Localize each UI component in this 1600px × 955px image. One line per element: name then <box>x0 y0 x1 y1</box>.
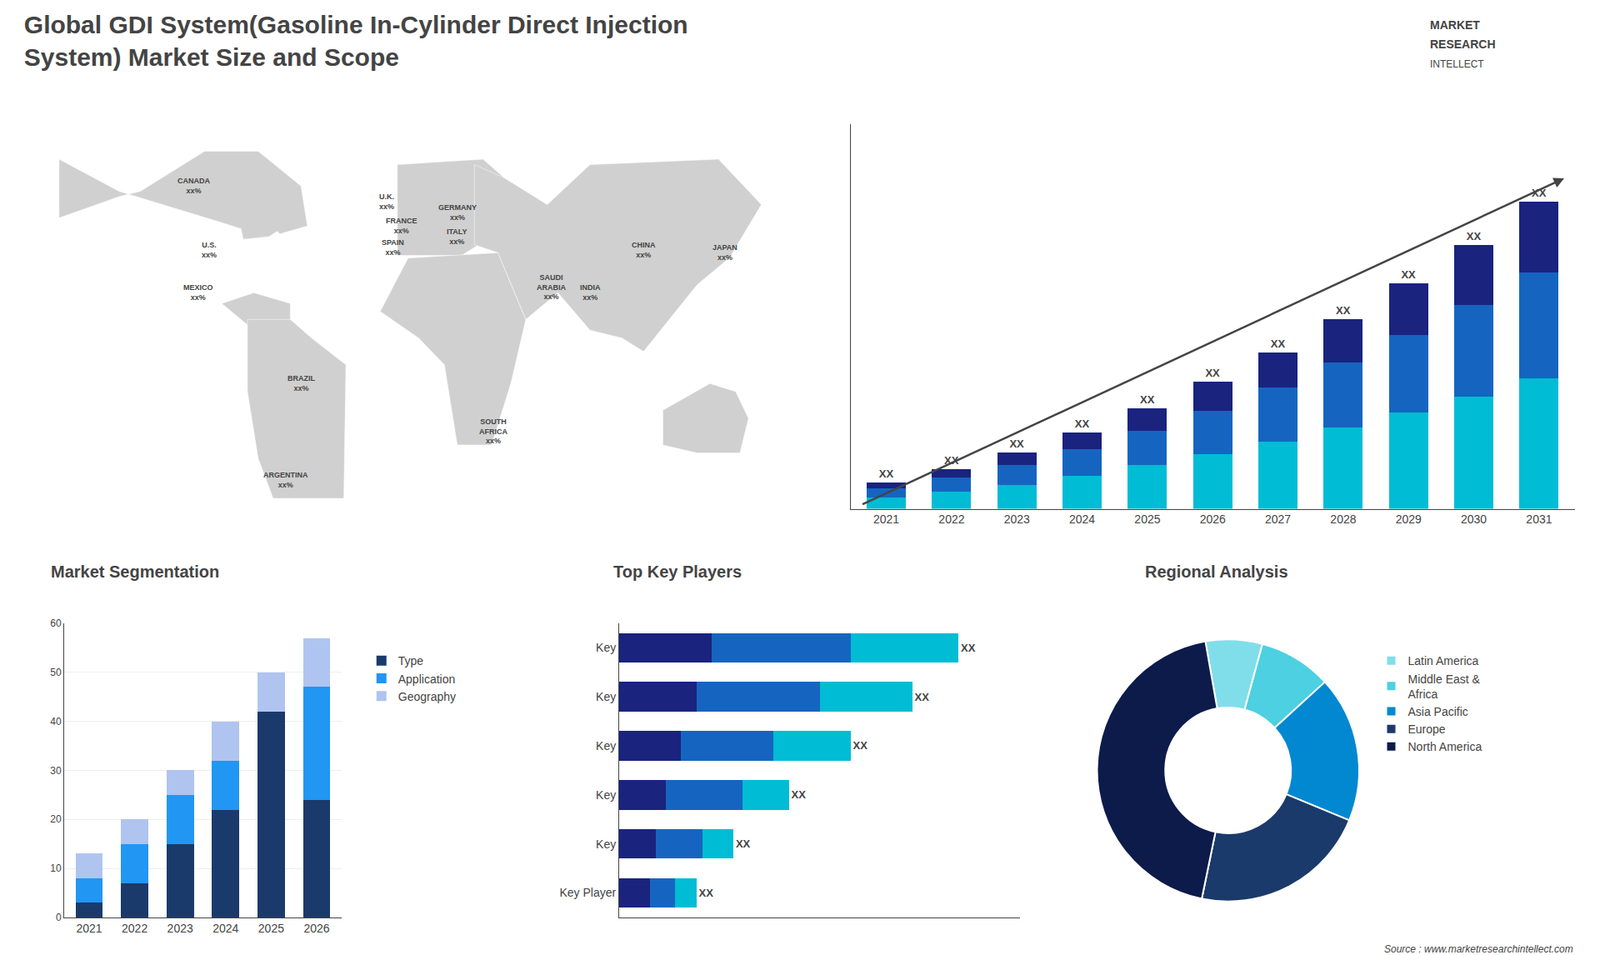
svg-text:Key: Key <box>595 788 616 802</box>
svg-text:2025: 2025 <box>258 921 285 935</box>
svg-text:Type: Type <box>398 654 425 668</box>
svg-text:Middle East &Africa: Middle East &Africa <box>1408 672 1481 701</box>
svg-text:SPAINxx%: SPAINxx% <box>381 238 405 257</box>
svg-text:XX: XX <box>699 886 715 900</box>
svg-text:INDIAxx%: INDIAxx% <box>580 283 601 302</box>
svg-text:Market Segmentation: Market Segmentation <box>50 562 220 581</box>
svg-text:XX: XX <box>1270 337 1286 350</box>
svg-text:XX: XX <box>735 837 751 850</box>
svg-text:BRAZILxx%: BRAZILxx% <box>287 374 315 393</box>
svg-text:2031: 2031 <box>1525 512 1552 526</box>
svg-text:GERMANYxx%: GERMANYxx% <box>438 203 477 222</box>
svg-text:Key: Key <box>595 739 616 753</box>
svg-text:North America: North America <box>1408 740 1483 754</box>
svg-text:10: 10 <box>50 862 62 875</box>
svg-text:2021: 2021 <box>75 921 102 935</box>
svg-text:2024: 2024 <box>1069 512 1095 526</box>
svg-text:XX: XX <box>1400 268 1416 281</box>
svg-text:XX: XX <box>1531 186 1547 200</box>
svg-text:XX: XX <box>853 739 869 752</box>
svg-text:2023: 2023 <box>167 921 194 935</box>
svg-text:2030: 2030 <box>1460 512 1487 526</box>
svg-text:FRANCExx%: FRANCExx% <box>385 216 418 235</box>
svg-text:20: 20 <box>50 813 62 825</box>
svg-text:MARKET: MARKET <box>1430 18 1480 32</box>
svg-text:JAPANxx%: JAPANxx% <box>712 243 738 262</box>
svg-text:XX: XX <box>1009 437 1025 450</box>
svg-text:ITALYxx%: ITALYxx% <box>446 227 468 246</box>
svg-text:2028: 2028 <box>1330 512 1356 526</box>
svg-text:MEXICOxx%: MEXICOxx% <box>183 283 214 302</box>
svg-text:U.S.xx%: U.S.xx% <box>201 240 217 260</box>
svg-text:INTELLECT: INTELLECT <box>1430 58 1485 70</box>
svg-text:50: 50 <box>50 666 62 679</box>
svg-text:Source : www.marketresearchint: Source : www.marketresearchintellect.com <box>1384 943 1574 955</box>
svg-text:2023: 2023 <box>1004 512 1030 526</box>
svg-text:XX: XX <box>960 641 976 655</box>
svg-text:2027: 2027 <box>1265 512 1291 526</box>
svg-text:60: 60 <box>50 617 62 630</box>
svg-text:SOUTHAFRICAxx%: SOUTHAFRICAxx% <box>479 417 508 445</box>
svg-text:XX: XX <box>915 690 930 704</box>
svg-text:Regional Analysis: Regional Analysis <box>1145 562 1289 581</box>
svg-text:40: 40 <box>50 715 62 728</box>
svg-text:CHINAxx%: CHINAxx% <box>631 240 656 260</box>
svg-text:30: 30 <box>50 765 62 777</box>
svg-text:XX: XX <box>791 788 807 801</box>
svg-text:XX: XX <box>1335 304 1351 317</box>
svg-text:2024: 2024 <box>212 921 239 935</box>
svg-text:XX: XX <box>1466 230 1482 243</box>
svg-text:CANADAxx%: CANADAxx% <box>177 176 210 195</box>
svg-text:2022: 2022 <box>121 921 148 935</box>
svg-text:Key: Key <box>595 690 616 704</box>
svg-text:2022: 2022 <box>938 512 965 526</box>
svg-text:2026: 2026 <box>1200 512 1226 526</box>
svg-text:Key: Key <box>595 837 616 851</box>
svg-text:0: 0 <box>55 911 62 924</box>
svg-text:XX: XX <box>944 454 960 467</box>
svg-text:XX: XX <box>879 467 895 480</box>
svg-text:Europe: Europe <box>1408 722 1446 736</box>
svg-text:2026: 2026 <box>303 921 330 935</box>
svg-text:XX: XX <box>1075 417 1090 430</box>
svg-text:RESEARCH: RESEARCH <box>1430 37 1496 51</box>
svg-text:Key: Key <box>595 640 616 655</box>
svg-text:Top Key Players: Top Key Players <box>613 562 742 581</box>
svg-text:Asia Pacific: Asia Pacific <box>1408 705 1469 719</box>
svg-text:2021: 2021 <box>873 512 900 526</box>
svg-text:XX: XX <box>1140 393 1155 406</box>
svg-text:Latin America: Latin America <box>1408 654 1480 668</box>
svg-text:XX: XX <box>1205 366 1220 380</box>
svg-text:2029: 2029 <box>1395 512 1422 526</box>
svg-text:U.K.xx%: U.K.xx% <box>379 192 395 211</box>
svg-text:Application: Application <box>398 672 456 686</box>
svg-text:ARGENTINAxx%: ARGENTINAxx% <box>263 470 309 490</box>
svg-text:Geography: Geography <box>398 690 456 704</box>
svg-text:SAUDIARABIAxx%: SAUDIARABIAxx% <box>536 273 566 301</box>
svg-text:Key Player: Key Player <box>559 885 616 900</box>
svg-text:2025: 2025 <box>1134 512 1160 526</box>
svg-text:Global GDI System(Gasoline In-: Global GDI System(Gasoline In-Cylinder D… <box>24 10 689 71</box>
